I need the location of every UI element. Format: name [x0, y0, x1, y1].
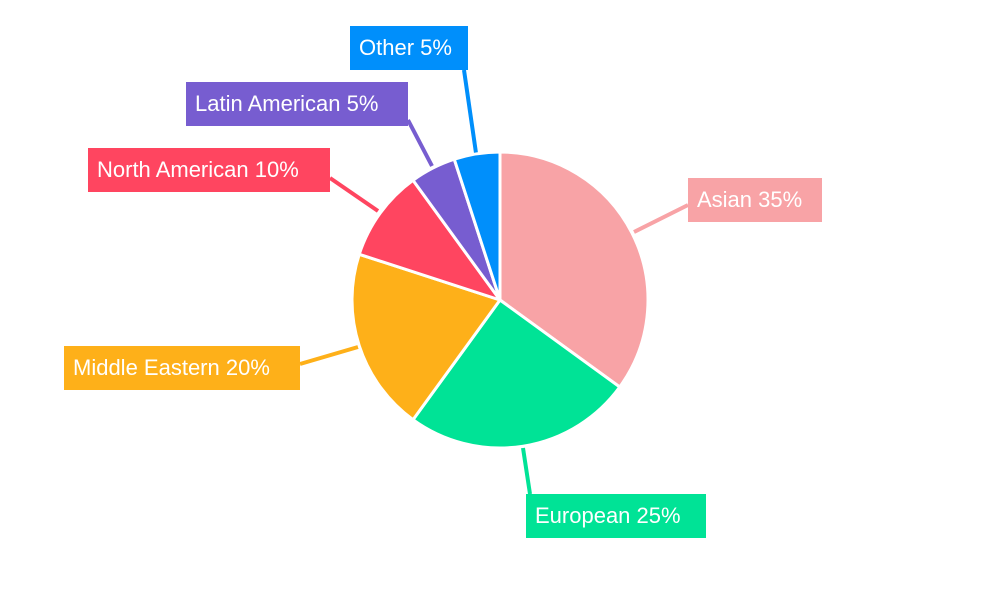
leader-line: [299, 345, 359, 366]
pie-slice-north-american[interactable]: [357, 178, 502, 302]
leader-lines: [299, 69, 689, 495]
slice-label: Other 5%: [350, 26, 468, 70]
pie-slice-middle-eastern[interactable]: [350, 252, 502, 422]
leader-line: [406, 119, 434, 167]
slice-label: European 25%: [526, 494, 706, 538]
slice-label: Asian 35%: [688, 178, 822, 222]
pie-slice-asian[interactable]: [498, 150, 650, 389]
leader-line: [462, 69, 478, 154]
slice-label: Middle Eastern 20%: [64, 346, 300, 390]
slice-label: North American 10%: [88, 148, 330, 192]
leader-line: [521, 447, 532, 495]
pie-slice-european[interactable]: [411, 298, 622, 450]
pie-slices: [350, 150, 650, 450]
leader-line: [328, 176, 380, 213]
pie-slice-other[interactable]: [452, 150, 502, 302]
leader-line: [633, 203, 689, 234]
slice-label: Latin American 5%: [186, 82, 408, 126]
